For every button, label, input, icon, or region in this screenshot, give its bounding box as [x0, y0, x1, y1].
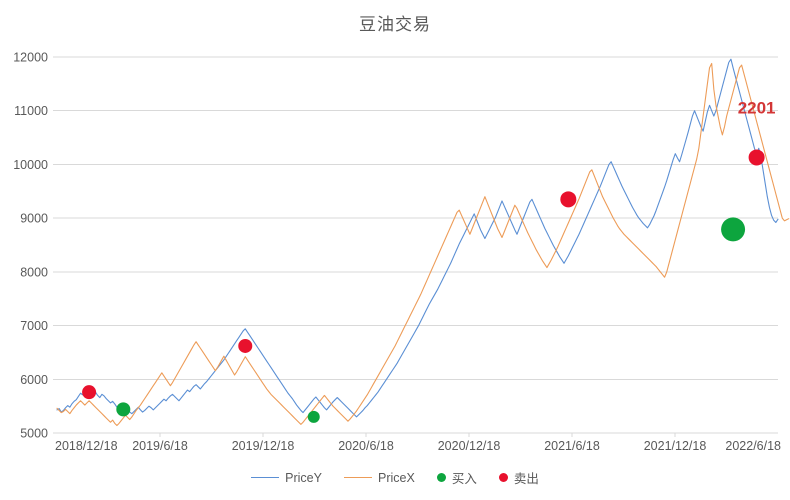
- annotation-label: 2201: [738, 98, 776, 117]
- y-tick-label: 8000: [20, 265, 48, 279]
- x-tick-label: 2019/6/18: [132, 439, 188, 453]
- y-tick-label: 11000: [14, 104, 48, 118]
- legend-entry-买入[interactable]: 买入: [436, 468, 477, 487]
- legend-entry-PriceX[interactable]: PriceX: [343, 470, 415, 485]
- x-tick-label: 2020/6/18: [338, 439, 394, 453]
- x-axis-tick-labels: 2018/12/18 2019/6/18 2019/12/18 2020/6/18 20…: [55, 439, 781, 453]
- marker-buy[interactable]: [307, 410, 320, 423]
- y-tick-label: 6000: [20, 373, 48, 387]
- x-tick-label: 2019/12/18: [232, 439, 295, 453]
- legend-label: 卖出: [513, 472, 539, 486]
- x-tick-label: 2018/12/18: [55, 439, 118, 453]
- marker-sell[interactable]: [560, 191, 577, 208]
- x-tick-label: 2021/12/18: [644, 439, 707, 453]
- marker-sell[interactable]: [238, 338, 253, 353]
- y-tick-label: 12000: [13, 51, 48, 65]
- x-tick-label: 2022/6/18: [725, 439, 781, 453]
- legend-label: 买入: [451, 472, 477, 486]
- annotations-group: 2201: [738, 98, 776, 117]
- y-axis-tick-labels: 5000 6000 7000 8000 9000 10000 11000 12000: [13, 51, 48, 441]
- chart-legend: PriceY PriceX 买入 卖出: [0, 468, 790, 487]
- y-tick-label: 5000: [20, 427, 48, 441]
- marker-sell[interactable]: [82, 385, 97, 400]
- x-tick-label: 2021/6/18: [544, 439, 600, 453]
- chart-title: 豆油交易: [359, 15, 431, 34]
- marker-buy[interactable]: [116, 402, 131, 417]
- y-tick-label: 10000: [13, 158, 48, 172]
- y-tick-label: 9000: [20, 212, 48, 226]
- legend-entry-卖出[interactable]: 卖出: [498, 468, 539, 487]
- dot-icon: [498, 473, 508, 482]
- series-group: [56, 58, 790, 427]
- trade-markers-group: [82, 149, 765, 423]
- marker-buy[interactable]: [721, 217, 746, 242]
- gridlines-group: [53, 56, 778, 437]
- line-icon: [343, 477, 372, 478]
- marker-sell[interactable]: [748, 149, 765, 166]
- legend-entry-PriceY[interactable]: PriceY: [251, 471, 322, 485]
- dot-icon: [436, 473, 446, 482]
- legend-label: PriceY: [285, 470, 322, 485]
- x-tick-label: 2020/12/18: [438, 439, 501, 453]
- y-tick-label: 7000: [20, 319, 48, 333]
- line-icon: [251, 477, 280, 478]
- legend-label: PriceX: [377, 470, 415, 485]
- series-line-PriceX: [56, 62, 790, 427]
- series-line-PriceY: [56, 58, 779, 418]
